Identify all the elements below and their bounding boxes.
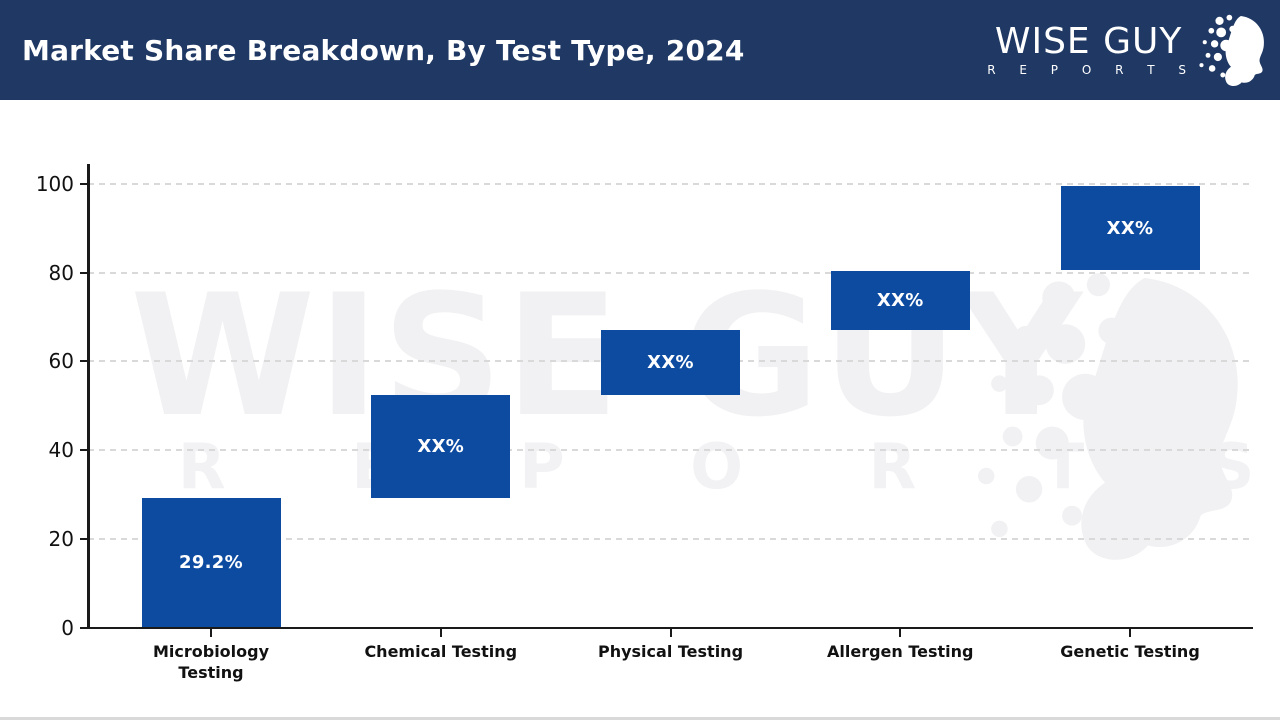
y-tick-label-0: 0 bbox=[61, 615, 74, 640]
category-label-3: Allergen Testing bbox=[827, 641, 974, 661]
bar-value-label: 29.2% bbox=[179, 552, 243, 574]
gridline-y40 bbox=[88, 449, 1253, 451]
gridline-y100 bbox=[88, 182, 1253, 185]
logo-reports-label: R E P O R T S bbox=[987, 63, 1196, 77]
bar-value-label: XX% bbox=[647, 352, 694, 374]
gridline-y20 bbox=[88, 537, 1253, 540]
bar-microbiology-testing: 29.2% bbox=[141, 497, 281, 628]
wiseguy-face-icon bbox=[1199, 14, 1264, 86]
y-tick-label-60: 60 bbox=[48, 349, 74, 374]
y-tick-80 bbox=[80, 271, 88, 274]
x-tick-2 bbox=[669, 629, 672, 637]
wiseguy-logo-text: WISE GUY R E P O R T S bbox=[981, 21, 1196, 78]
header-band: Market Share Breakdown, By Test Type, 20… bbox=[0, 0, 1280, 100]
bar-value-label: XX% bbox=[876, 289, 924, 311]
y-tick-label-20: 20 bbox=[48, 526, 74, 551]
y-tick-label-100: 100 bbox=[35, 171, 74, 196]
bar-chemical-testing: XX% bbox=[371, 395, 511, 498]
gridline-y80 bbox=[88, 271, 1253, 274]
y-tick-0 bbox=[80, 626, 88, 629]
x-tick-1 bbox=[439, 629, 442, 637]
y-tick-label-80: 80 bbox=[48, 260, 74, 285]
bar-value-label: XX% bbox=[1106, 217, 1154, 239]
bar-physical-testing: XX% bbox=[601, 329, 740, 396]
bottom-border bbox=[0, 717, 1280, 720]
x-tick-3 bbox=[899, 629, 902, 637]
category-label-0: Microbiology Testing bbox=[152, 641, 270, 682]
bar-genetic-testing: XX% bbox=[1060, 186, 1200, 270]
wiseguy-logo: WISE GUY R E P O R T S bbox=[981, 0, 1272, 100]
category-label-1: Chemical Testing bbox=[364, 641, 518, 661]
x-axis-line bbox=[87, 626, 1253, 629]
y-tick-60 bbox=[80, 360, 88, 363]
y-tick-100 bbox=[80, 182, 88, 185]
x-tick-4 bbox=[1129, 629, 1131, 637]
x-tick-0 bbox=[210, 629, 212, 637]
page-title: Market Share Breakdown, By Test Type, 20… bbox=[22, 33, 745, 67]
chart-area: 0 20 40 60 80 100 29.2% Microbiology Testing XX%… bbox=[0, 100, 1280, 717]
y-tick-20 bbox=[80, 537, 88, 540]
bar-allergen-testing: XX% bbox=[830, 270, 970, 330]
category-label-4: Genetic Testing bbox=[1060, 641, 1200, 661]
y-tick-40 bbox=[80, 449, 88, 451]
y-axis-line bbox=[87, 164, 90, 629]
bar-value-label: XX% bbox=[417, 436, 465, 458]
y-tick-label-40: 40 bbox=[48, 438, 74, 462]
category-label-2: Physical Testing bbox=[597, 641, 744, 661]
logo-wordmark: WISE GUY bbox=[994, 21, 1183, 62]
